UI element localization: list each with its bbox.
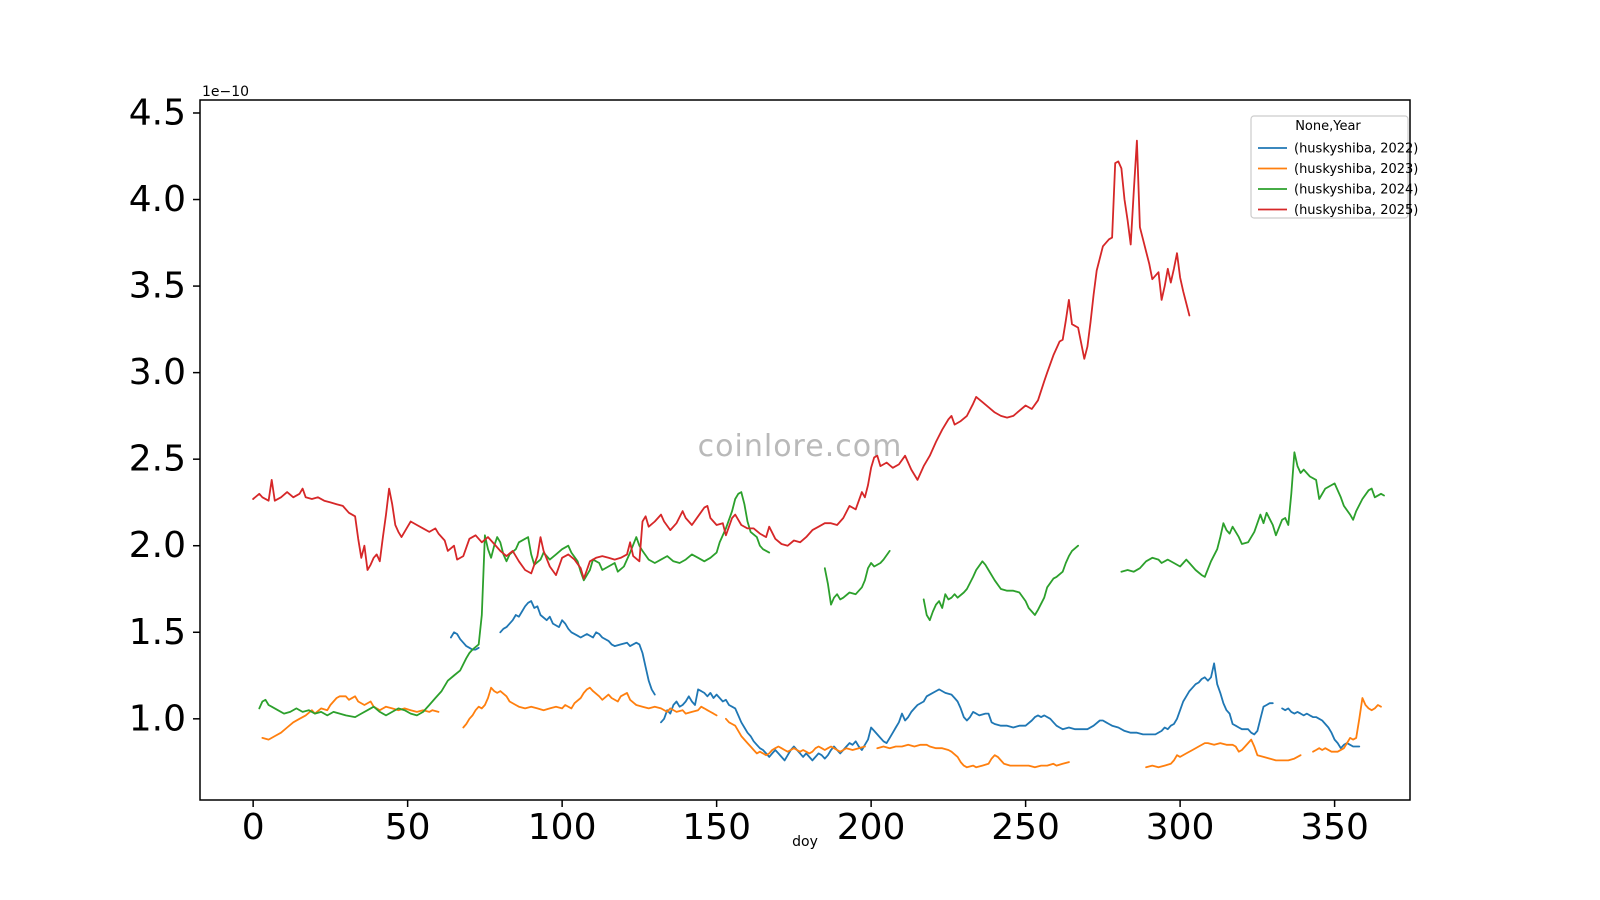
y-tick-label: 1.5 — [129, 612, 186, 653]
y-axis-ticks: 1.0 1.5 2.0 2.5 3.0 3.5 4.0 4.5 — [129, 92, 200, 739]
y-tick-label: 3.0 — [129, 352, 186, 393]
y-tick-label: 4.5 — [129, 92, 186, 133]
series-line — [258, 491, 771, 718]
x-tick-label: 300 — [1146, 807, 1215, 848]
series-line — [462, 686, 718, 729]
y-tick-label: 4.0 — [129, 179, 186, 220]
plot-frame — [199, 99, 1411, 801]
y-tick-label: 2.0 — [129, 525, 186, 566]
x-tick-label: 50 — [385, 807, 431, 848]
y-tick-label: 3.5 — [129, 266, 186, 307]
legend-entry-label: (huskyshiba, 2024) — [1294, 183, 1418, 198]
x-axis-ticks: 0 50 100 150 200 250 300 350 — [242, 800, 1369, 848]
x-tick-label: 0 — [242, 807, 265, 848]
x-tick-label: 250 — [991, 807, 1060, 848]
series-line — [823, 550, 891, 606]
series-line — [1312, 697, 1382, 753]
series-line — [1145, 738, 1302, 769]
series-line — [922, 544, 1079, 622]
series-line — [449, 631, 480, 651]
x-tick-label: 350 — [1300, 807, 1369, 848]
legend-entry-label: (huskyshiba, 2023) — [1294, 162, 1418, 177]
legend-box — [1250, 115, 1409, 219]
series-lines — [252, 139, 1385, 769]
legend-entry-label: (huskyshiba, 2022) — [1294, 142, 1418, 157]
x-tick-label: 150 — [682, 807, 751, 848]
y-axis-offset-label: 1e−10 — [202, 84, 249, 100]
y-tick-label: 2.5 — [129, 439, 186, 480]
x-axis-label: doy — [792, 834, 818, 850]
x-tick-label: 200 — [837, 807, 906, 848]
series-line — [660, 662, 1274, 762]
watermark-text: coinlore.com — [698, 429, 903, 464]
series-line — [252, 139, 1191, 580]
series-line — [725, 717, 866, 757]
series-line — [499, 600, 656, 696]
legend: None,Year (huskyshiba, 2022) (huskyshiba… — [1250, 115, 1418, 219]
legend-entry-label: (huskyshiba, 2025) — [1294, 203, 1418, 218]
series-line — [876, 743, 1070, 769]
series-line — [1120, 451, 1385, 578]
series-line — [261, 695, 440, 741]
legend-title: None,Year — [1295, 119, 1361, 134]
y-tick-label: 1.0 — [129, 698, 186, 739]
x-tick-label: 100 — [528, 807, 597, 848]
